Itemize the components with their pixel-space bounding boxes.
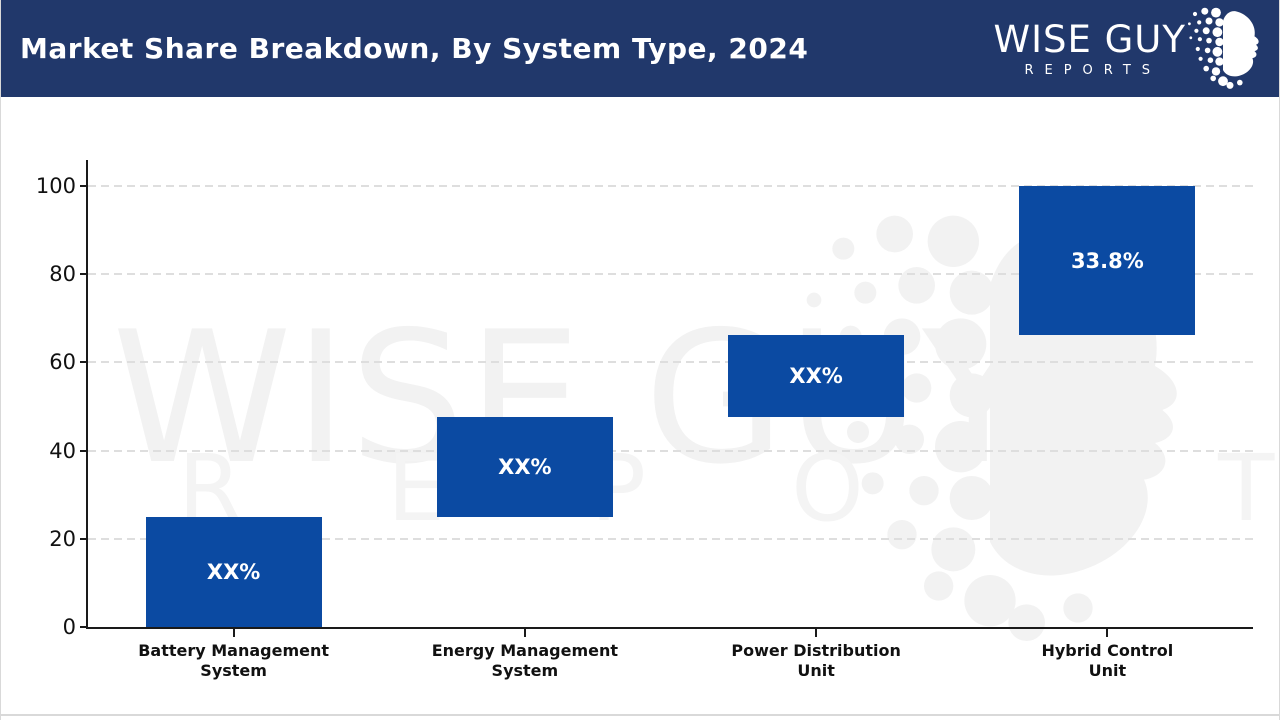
x-tick-power-distribution bbox=[815, 629, 818, 637]
bar-power-distribution: XX% bbox=[728, 335, 905, 418]
gridline-100 bbox=[88, 185, 1253, 187]
chart-plot-area: WISE GUY R E P O R T S 020406080100XX%Ba… bbox=[0, 97, 1280, 714]
bar-energy-management: XX% bbox=[436, 417, 613, 517]
x-axis-line bbox=[86, 627, 1253, 629]
x-category-label-hybrid-control: Hybrid Control Unit bbox=[1041, 641, 1174, 680]
gridline-60 bbox=[88, 361, 1253, 364]
y-tick-label-40: 40 bbox=[49, 438, 76, 463]
x-category-label-energy-management: Energy Management System bbox=[431, 641, 619, 680]
y-tick-label-60: 60 bbox=[49, 350, 76, 375]
bar-value-label-energy-management: XX% bbox=[498, 454, 552, 479]
y-tick-label-0: 0 bbox=[62, 615, 76, 639]
x-category-label-battery-management: Battery Management System bbox=[138, 641, 330, 680]
logo-subtitle: REPORTS bbox=[1024, 62, 1162, 78]
y-tick-100 bbox=[80, 185, 88, 187]
chart-title: Market Share Breakdown, By System Type, … bbox=[20, 32, 809, 65]
gridline-80 bbox=[88, 273, 1253, 276]
y-tick-60 bbox=[80, 361, 88, 364]
logo-name: WISE GUY bbox=[993, 17, 1186, 61]
bar-value-label-battery-management: XX% bbox=[206, 559, 261, 584]
y-tick-label-100: 100 bbox=[35, 174, 76, 198]
head-profile-icon bbox=[1188, 7, 1259, 89]
y-tick-label-80: 80 bbox=[49, 262, 76, 287]
x-tick-battery-management bbox=[232, 629, 235, 637]
gridline-20 bbox=[88, 537, 1253, 540]
y-tick-40 bbox=[80, 449, 88, 452]
y-tick-80 bbox=[80, 273, 88, 276]
y-axis-line bbox=[86, 160, 88, 629]
bar-value-label-power-distribution: XX% bbox=[789, 364, 843, 389]
x-tick-hybrid-control bbox=[1106, 629, 1109, 637]
wise-guy-reports-logo: WISE GUY REPORTS bbox=[994, 7, 1266, 91]
bar-hybrid-control: 33.8% bbox=[1019, 186, 1196, 336]
y-tick-0 bbox=[80, 626, 88, 628]
gridline-40 bbox=[88, 449, 1253, 452]
logo-text: WISE GUY REPORTS bbox=[994, 21, 1186, 77]
y-tick-20 bbox=[80, 537, 88, 540]
x-category-label-power-distribution: Power Distribution Unit bbox=[731, 641, 901, 680]
header-bar: Market Share Breakdown, By System Type, … bbox=[0, 0, 1280, 97]
bar-battery-management: XX% bbox=[145, 516, 322, 627]
bottom-divider bbox=[0, 714, 1280, 716]
bar-value-label-hybrid-control: 33.8% bbox=[1070, 248, 1144, 273]
x-tick-energy-management bbox=[523, 629, 526, 637]
y-tick-label-20: 20 bbox=[49, 526, 76, 551]
